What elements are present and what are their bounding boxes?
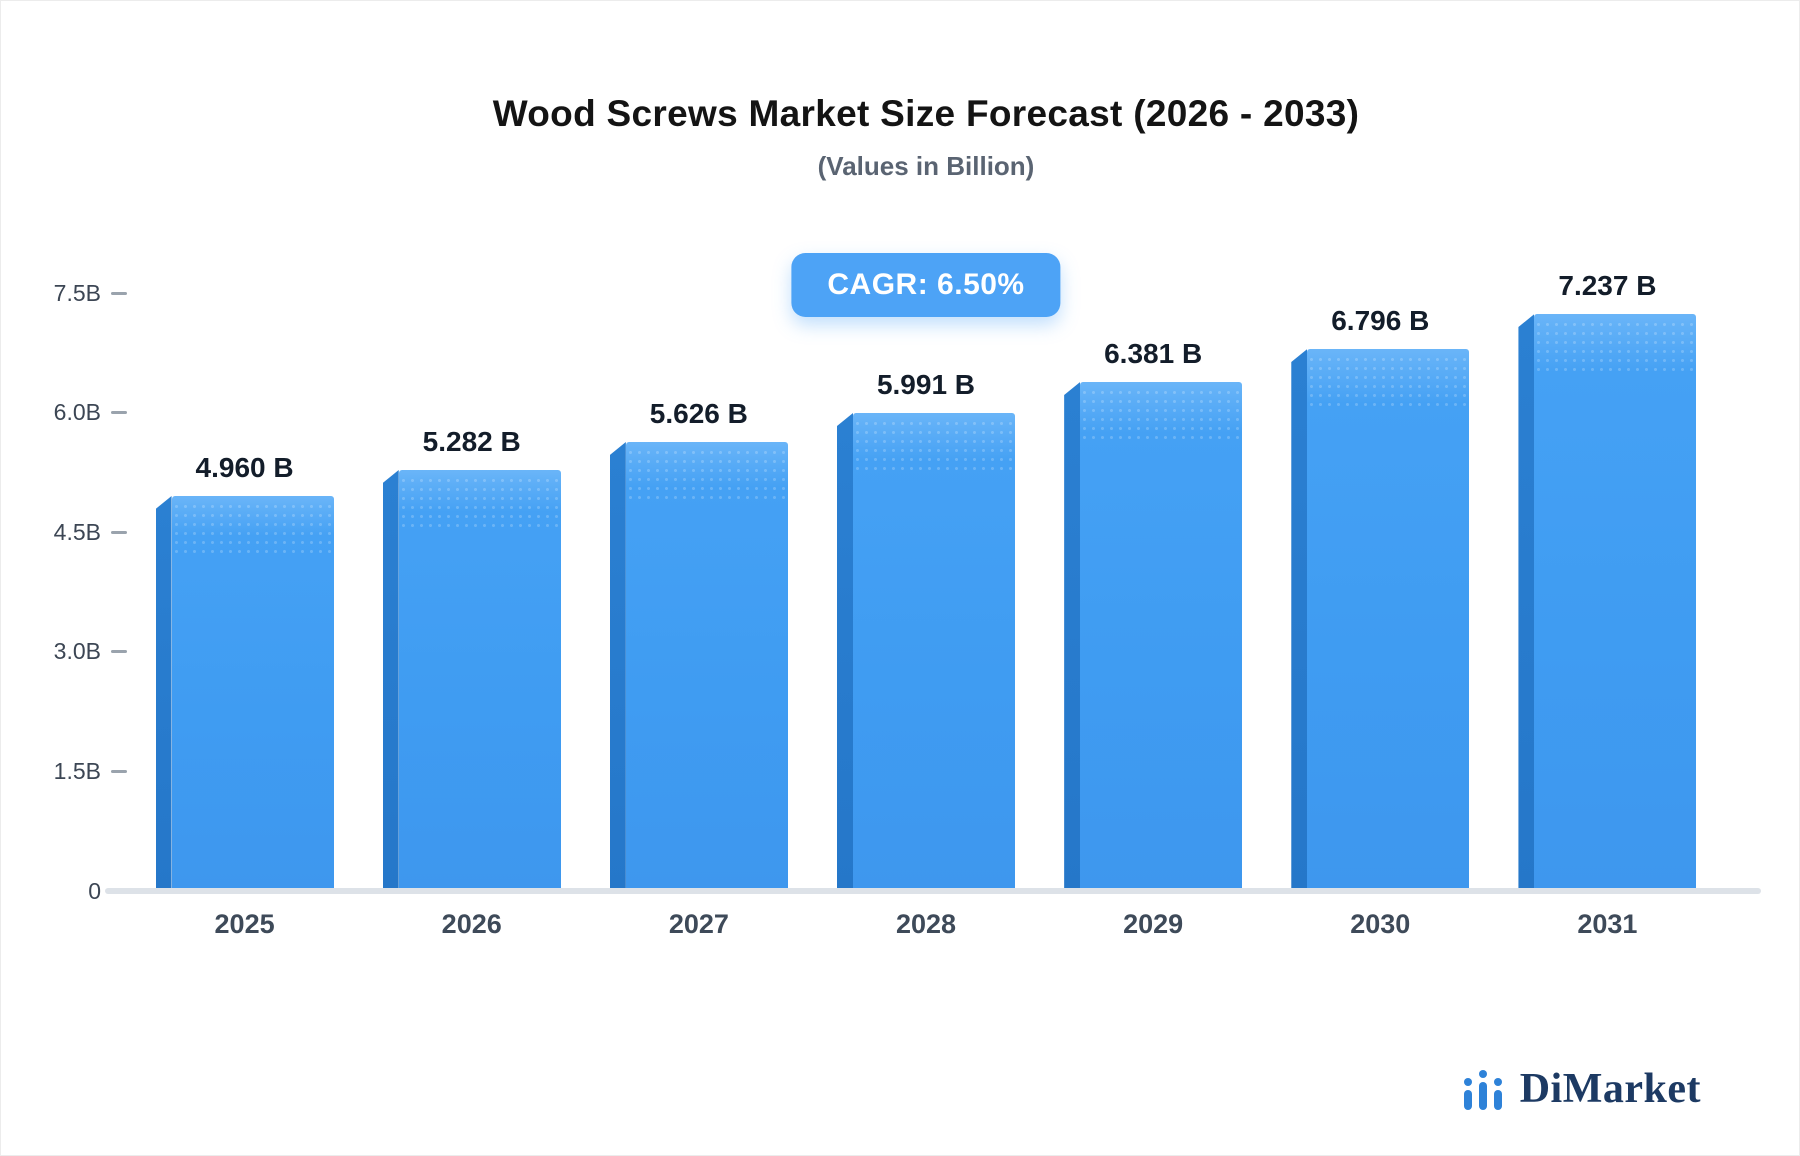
y-tick-mark (111, 650, 127, 654)
x-tick-label: 2026 (441, 909, 502, 939)
bar-value-label: 5.282 B (422, 426, 521, 457)
y-tick-label: 0 (88, 877, 101, 904)
bar-front-face (1307, 349, 1470, 891)
bar-side-face (837, 413, 853, 891)
bar-chart-icon (1463, 1070, 1502, 1110)
bar-value-label: 5.626 B (649, 398, 748, 429)
y-tick-mark (111, 530, 127, 534)
bar-side-face (1064, 382, 1081, 891)
x-tick-label: 2028 (895, 909, 957, 939)
y-tick-mark (111, 411, 127, 415)
y-tick: 3.0B (54, 638, 127, 666)
bar-front-face (171, 496, 334, 891)
chart-subtitle: (Values in Billion) (817, 151, 1035, 181)
y-tick-label: 6.0B (53, 399, 101, 426)
cagr-badge: CAGR: 6.50% (791, 253, 1061, 317)
bar: 5.282 B (382, 426, 561, 891)
bar-value-label: 6.381 B (1104, 338, 1203, 369)
brand-logo: DiMarket (1460, 1065, 1701, 1113)
x-axis-labels: 2025 2026 2027 2028 2029 2030 2031 (131, 909, 1721, 949)
x-tick-label: 2030 (1350, 909, 1411, 939)
brand-logo-text: DiMarket (1519, 1066, 1701, 1112)
bar-side-face (1291, 349, 1308, 891)
bar-side-face (1518, 314, 1535, 891)
y-tick: 6.0B (54, 399, 127, 427)
bar-side-face (155, 496, 172, 891)
x-tick-label: 2029 (1123, 909, 1184, 939)
bar: 7.237 B (1518, 270, 1697, 891)
x-tick-label: 2027 (668, 909, 729, 939)
bar-value-label: 6.796 B (1331, 305, 1430, 336)
x-axis-line (105, 888, 1761, 894)
bar-front-face (1534, 314, 1697, 891)
bar-value-label: 5.991 B (876, 369, 976, 400)
bar-front-face (625, 442, 788, 891)
y-tick-mark (111, 291, 127, 295)
plot-area: 4.960 B 5.282 B 5.626 B 5.991 B 6.381 B 6.796… (131, 270, 1721, 891)
chart-title: Wood Screws Market Size Forecast (2026 -… (492, 93, 1360, 134)
y-axis: 0 1.5B 3.0B 4.5B 6.0B 7.5B (1, 280, 127, 904)
bar-side-face (382, 470, 399, 891)
bar-value-label: 4.960 B (195, 452, 294, 483)
y-tick-mark (111, 769, 127, 773)
x-tick-label: 2031 (1577, 909, 1638, 939)
y-tick-label: 1.5B (53, 757, 101, 784)
bar-front-face (398, 470, 561, 891)
bar: 4.960 B (155, 452, 334, 891)
bar-front-face (853, 413, 1015, 891)
bar-side-face (609, 442, 626, 891)
bar: 6.381 B (1064, 338, 1243, 891)
y-tick-label: 3.0B (53, 638, 101, 665)
y-tick: 4.5B (54, 518, 127, 546)
x-tick-label: 2025 (214, 909, 275, 939)
bar-value-label: 7.237 B (1558, 270, 1657, 301)
bar: 5.991 B (837, 369, 1015, 891)
y-tick: 1.5B (54, 757, 127, 785)
y-tick-label: 4.5B (53, 518, 101, 545)
bar: 6.796 B (1291, 305, 1470, 891)
bar: 5.626 B (609, 398, 788, 891)
y-tick: 7.5B (54, 279, 127, 307)
bar-front-face (1080, 382, 1243, 891)
y-tick-label: 7.5B (53, 279, 101, 306)
